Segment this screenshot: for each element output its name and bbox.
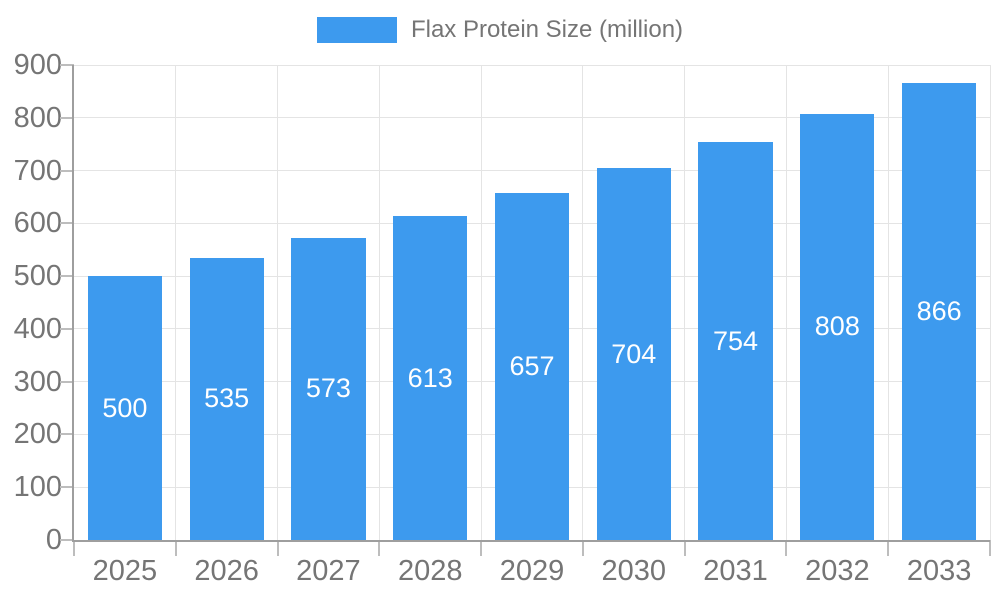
x-tick-mark bbox=[785, 540, 788, 556]
x-tick-mark bbox=[683, 540, 686, 556]
y-axis-tick-label: 800 bbox=[13, 101, 62, 134]
y-tick-mark bbox=[60, 380, 74, 383]
y-tick-mark bbox=[60, 486, 74, 489]
x-tick-mark bbox=[887, 540, 890, 556]
y-axis-tick-label: 700 bbox=[13, 154, 62, 187]
y-tick-mark bbox=[60, 222, 74, 225]
legend-label: Flax Protein Size (million) bbox=[410, 16, 684, 43]
y-tick-mark bbox=[60, 433, 74, 436]
y-tick-mark bbox=[60, 64, 74, 66]
y-gridline bbox=[74, 170, 990, 172]
y-axis-tick-label: 200 bbox=[13, 418, 62, 451]
y-tick-mark bbox=[60, 169, 74, 172]
x-gridline bbox=[785, 65, 787, 540]
x-axis-tick-label: 2030 bbox=[601, 555, 667, 587]
x-axis-tick-label: 2033 bbox=[906, 555, 972, 587]
y-axis-tick-label: 300 bbox=[13, 365, 62, 398]
bar-value-label: 535 bbox=[204, 383, 250, 414]
x-gridline bbox=[480, 65, 482, 540]
x-axis-tick-label: 2031 bbox=[703, 555, 768, 587]
x-tick-mark bbox=[276, 540, 279, 556]
bar-2032[interactable]: 808 bbox=[800, 113, 875, 540]
y-tick-mark bbox=[60, 116, 74, 119]
x-tick-mark bbox=[581, 540, 584, 556]
x-axis-tick-label: 2032 bbox=[805, 555, 870, 587]
y-gridline bbox=[74, 117, 990, 119]
x-axis-tick-label: 2025 bbox=[92, 555, 158, 587]
bar-2030[interactable]: 704 bbox=[596, 168, 671, 540]
x-tick-mark bbox=[378, 540, 381, 556]
bar-value-label: 704 bbox=[611, 338, 657, 369]
x-tick-mark bbox=[989, 540, 991, 556]
chart-legend[interactable]: Flax Protein Size (million) bbox=[0, 16, 1000, 44]
y-axis-tick-label: 100 bbox=[13, 471, 62, 504]
x-gridline bbox=[684, 65, 686, 540]
bar-2025[interactable]: 500 bbox=[87, 276, 163, 540]
x-gridline bbox=[378, 65, 380, 540]
y-axis-tick-label: 0 bbox=[45, 524, 62, 556]
x-gridline bbox=[175, 65, 177, 540]
bar-value-label: 573 bbox=[305, 373, 351, 404]
bar-value-label: 613 bbox=[407, 362, 453, 393]
x-tick-mark bbox=[480, 540, 483, 556]
y-tick-mark bbox=[60, 327, 74, 330]
bar-2029[interactable]: 657 bbox=[494, 193, 570, 540]
bar-2031[interactable]: 754 bbox=[698, 142, 773, 540]
x-tick-mark bbox=[73, 540, 75, 556]
y-tick-mark bbox=[60, 275, 74, 278]
y-axis-tick-label: 900 bbox=[13, 49, 62, 81]
x-axis-tick-label: 2029 bbox=[499, 555, 565, 587]
bar-2033[interactable]: 866 bbox=[901, 82, 977, 540]
bar-2028[interactable]: 613 bbox=[393, 216, 468, 540]
y-axis-tick-label: 500 bbox=[13, 260, 62, 293]
y-gridline bbox=[74, 64, 990, 66]
x-axis-tick-label: 2026 bbox=[194, 555, 259, 587]
x-gridline bbox=[989, 65, 991, 540]
y-axis-line bbox=[72, 65, 74, 540]
bar-value-label: 657 bbox=[509, 351, 555, 382]
bar-2026[interactable]: 535 bbox=[189, 257, 264, 540]
x-gridline bbox=[277, 65, 279, 540]
x-axis-line bbox=[72, 540, 990, 542]
y-axis-tick-label: 400 bbox=[13, 312, 62, 345]
x-gridline bbox=[582, 65, 584, 540]
x-axis-tick-label: 2028 bbox=[397, 555, 463, 587]
x-axis-tick-label: 2027 bbox=[296, 555, 361, 587]
y-tick-mark bbox=[60, 539, 74, 541]
bar-value-label: 754 bbox=[713, 325, 759, 356]
bar-value-label: 866 bbox=[916, 295, 962, 326]
y-axis-tick-label: 600 bbox=[13, 207, 62, 240]
bar-value-label: 500 bbox=[102, 392, 148, 423]
bar-value-label: 808 bbox=[814, 311, 860, 342]
x-gridline bbox=[887, 65, 889, 540]
x-tick-mark bbox=[174, 540, 177, 556]
bar-2027[interactable]: 573 bbox=[291, 237, 366, 540]
legend-swatch bbox=[316, 17, 397, 43]
